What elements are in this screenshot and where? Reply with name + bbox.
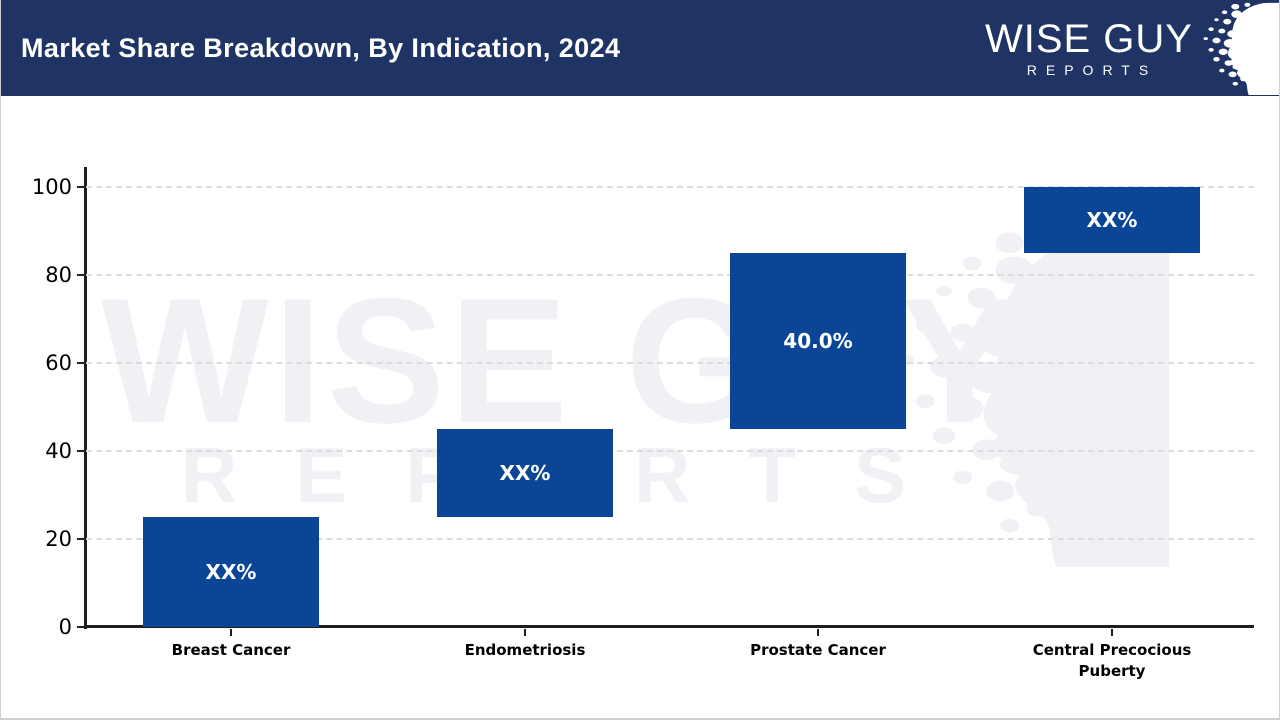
brand-logo: WISE GUY REPORTS [985,0,1279,96]
brand-subtitle: REPORTS [1026,61,1158,78]
y-axis-tick-label: 100 [31,175,72,199]
gridline [86,450,1254,452]
x-tick-mark [1111,629,1113,636]
x-axis-tick-label: Endometriosis [464,641,586,659]
brand-name: WISE GUY [984,16,1193,61]
x-axis-tick-label: Breast Cancer [171,641,291,659]
y-tick-mark [77,538,86,540]
brand-logo-text: WISE GUY REPORTS [985,19,1193,78]
y-axis-tick-label: 80 [45,263,72,287]
y-axis-tick-label: 60 [45,351,72,375]
y-axis-tick-label: 40 [45,439,72,463]
y-tick-mark [77,362,86,364]
bar-segment: XX% [437,429,613,517]
gridline [86,362,1254,364]
bar-value-label: XX% [205,560,257,584]
x-axis-line [84,625,1254,628]
x-axis-tick-label: Prostate Cancer [750,641,886,659]
bar-segment: XX% [1024,187,1200,253]
y-tick-mark [77,450,86,452]
y-axis-line [84,167,87,629]
gridline [86,274,1254,276]
bar-value-label: XX% [499,461,551,485]
y-tick-mark [77,186,86,188]
bar-value-label: 40.0% [783,329,853,353]
y-axis-tick-label: 20 [45,527,72,551]
x-tick-mark [230,629,232,636]
face-dots-icon [1203,2,1279,95]
gridline [86,186,1254,188]
header-bar: Market Share Breakdown, By Indication, 2… [1,0,1279,96]
x-tick-mark [817,629,819,636]
gridline [86,538,1254,540]
x-tick-mark [524,629,526,636]
page-title: Market Share Breakdown, By Indication, 2… [21,32,621,63]
y-axis-tick-label: 0 [58,615,72,639]
y-tick-mark [77,274,86,276]
bar-segment: XX% [143,517,319,627]
y-tick-mark [77,626,86,628]
bar-segment: 40.0% [730,253,906,429]
bar-value-label: XX% [1086,208,1138,232]
x-axis-tick-label: Central Precocious Puberty [1032,641,1192,680]
